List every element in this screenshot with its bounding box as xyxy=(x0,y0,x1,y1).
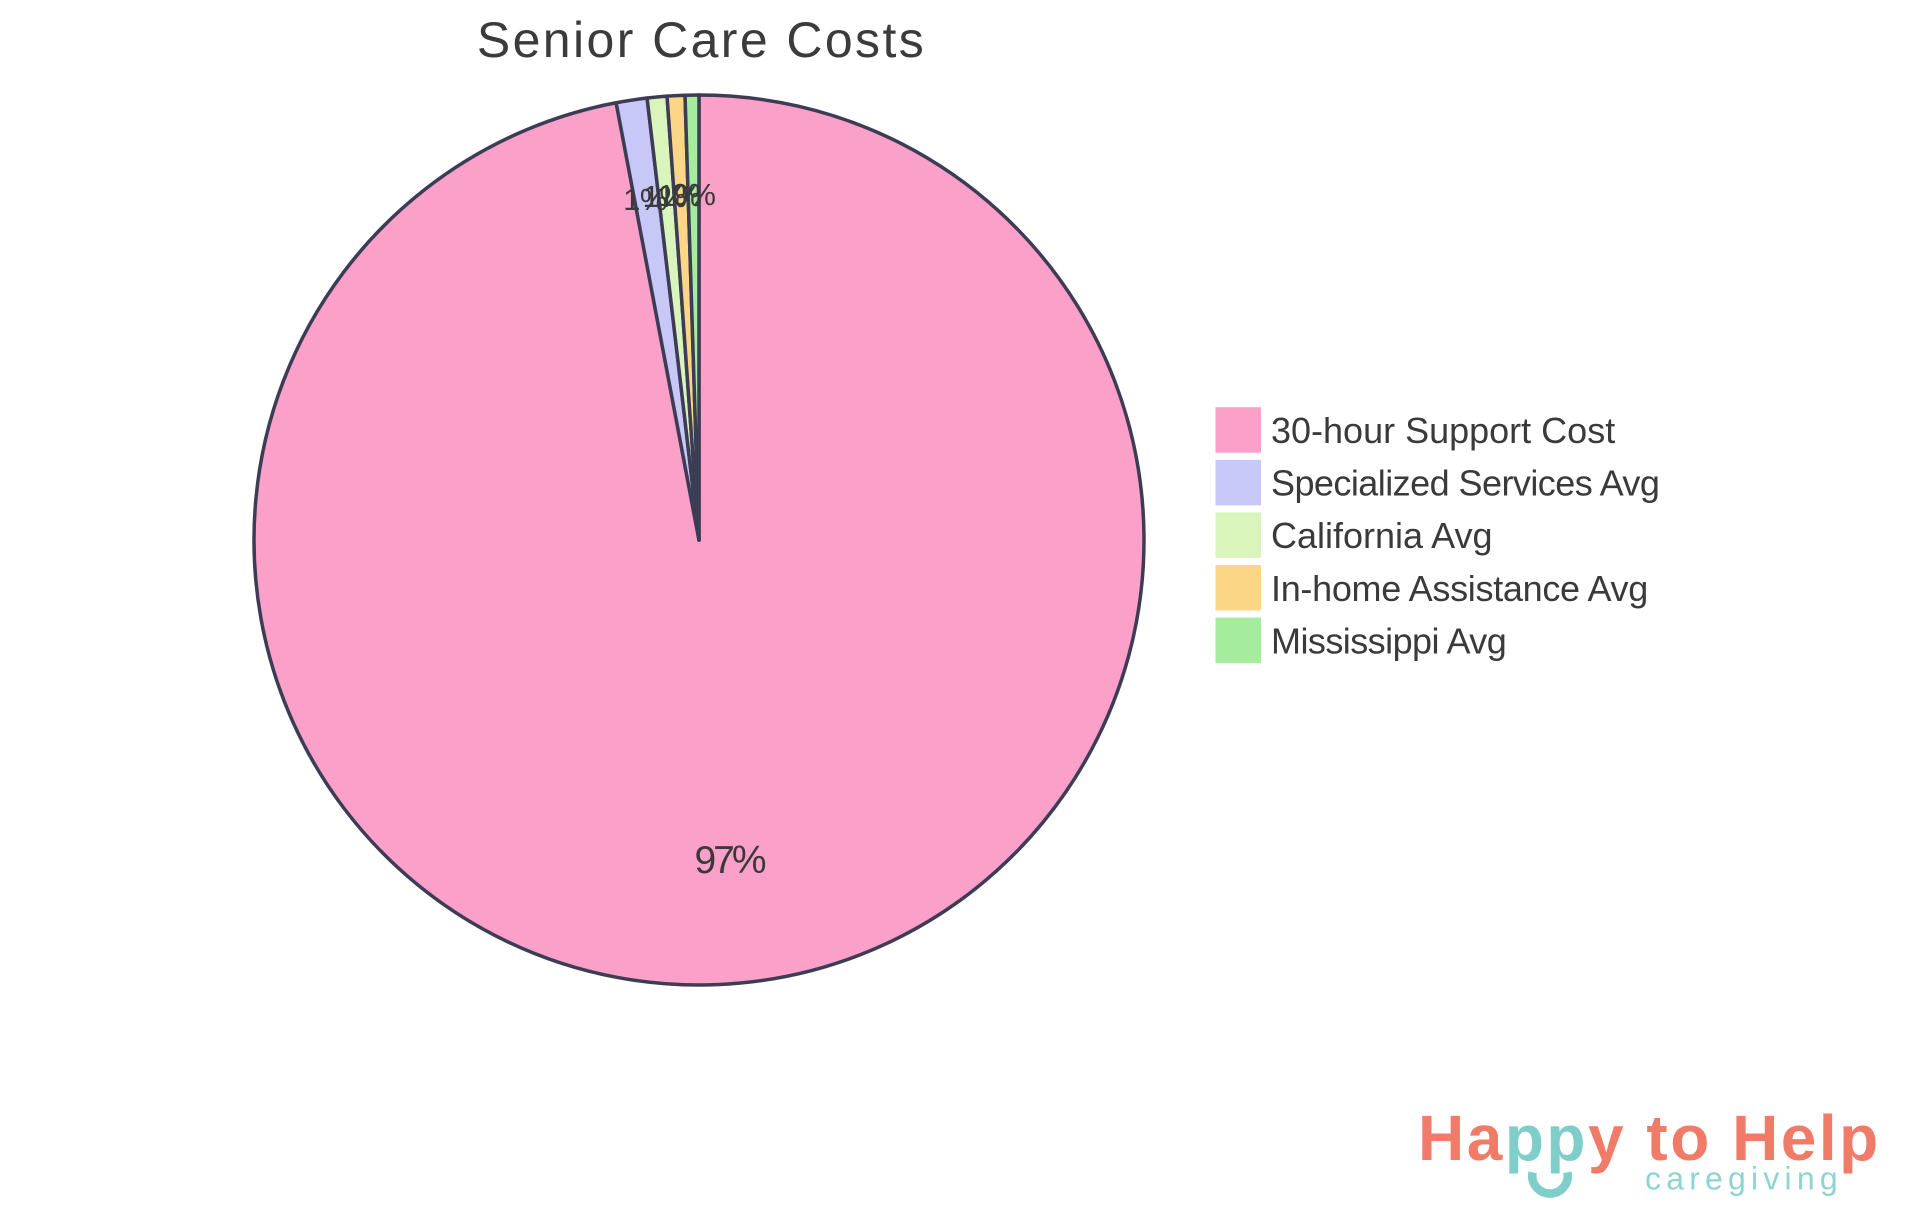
svg-text:Mississippi Avg: Mississippi Avg xyxy=(1271,620,1506,661)
svg-text:Senior Care Costs: Senior Care Costs xyxy=(477,12,926,68)
svg-text:Happy to Help: Happy to Help xyxy=(1418,1102,1881,1174)
svg-text:1%: 1% xyxy=(643,179,687,214)
svg-text:1%: 1% xyxy=(623,182,667,217)
svg-text:Specialized Services Avg: Specialized Services Avg xyxy=(1271,463,1659,504)
svg-text:In-home Assistance Avg: In-home Assistance Avg xyxy=(1271,568,1648,609)
svg-text:0%: 0% xyxy=(672,177,716,212)
svg-text:97%: 97% xyxy=(694,839,765,882)
svg-text:30-hour Support Cost: 30-hour Support Cost xyxy=(1271,410,1615,451)
svg-text:caregiving: caregiving xyxy=(1645,1161,1843,1197)
svg-text:1%: 1% xyxy=(658,178,702,213)
svg-text:California Avg: California Avg xyxy=(1271,515,1492,556)
